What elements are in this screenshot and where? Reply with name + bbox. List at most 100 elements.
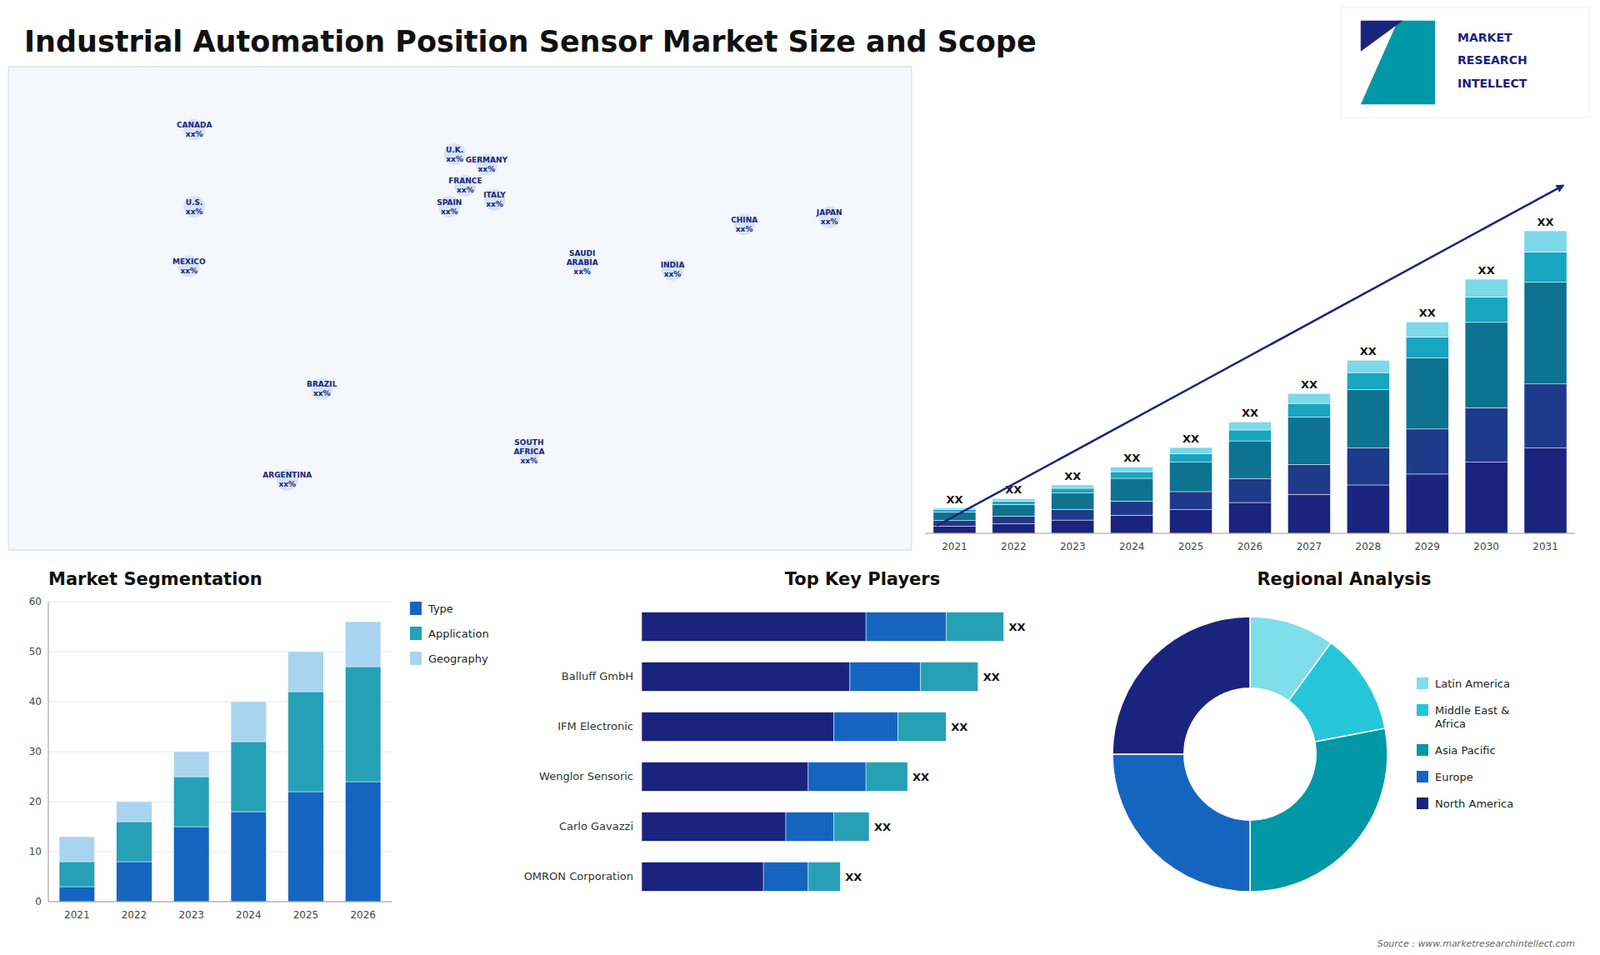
logo-text: MARKET — [1457, 30, 1513, 45]
logo-shape — [1360, 20, 1404, 52]
donut-slice — [1112, 616, 1250, 755]
grid-line — [48, 751, 392, 753]
bar-segment — [1346, 360, 1390, 373]
bar-segment — [173, 751, 210, 777]
bar-segment — [1524, 230, 1567, 253]
bar-segment — [1465, 322, 1508, 408]
legend-label: Asia Pacific — [1435, 744, 1496, 757]
bar-segment — [59, 861, 95, 887]
x-tick-label: 2027 — [1296, 540, 1323, 553]
x-tick-label: 2021 — [64, 909, 90, 921]
map-label: ITALYxx% — [483, 190, 506, 209]
bar-segment — [1287, 403, 1330, 417]
bar-segment — [1287, 494, 1330, 534]
bar-segment — [345, 781, 381, 902]
y-tick-label: 60 — [29, 595, 42, 608]
bar-chart: 2021202220232024202520262027202820292030… — [925, 185, 1575, 553]
grid-line — [48, 601, 392, 603]
bar-segment — [1287, 417, 1330, 465]
bar-segment — [1524, 252, 1567, 283]
bar-segment — [1051, 493, 1095, 510]
bar-segment — [1287, 393, 1330, 404]
legend-swatch — [1416, 797, 1429, 810]
bar-segment — [992, 516, 1035, 525]
bar-segment — [1405, 474, 1449, 534]
bar-segment — [1405, 358, 1449, 430]
bar-segment — [345, 621, 381, 667]
bar-segment — [288, 691, 325, 792]
bar-label: XX — [983, 670, 1000, 684]
map-label: CANADAxx% — [176, 120, 213, 139]
bar-segment — [1465, 279, 1508, 298]
y-tick-label: 30 — [29, 745, 42, 758]
stack-label: XX — [1123, 451, 1140, 465]
donut-slice — [1289, 643, 1386, 743]
bar-segment — [173, 826, 210, 902]
grid-line — [48, 851, 392, 853]
bar-segment — [288, 651, 325, 692]
stack-label: XX — [1300, 378, 1318, 391]
grid-line — [48, 651, 392, 653]
map-label: BRAZILxx% — [306, 380, 338, 398]
bar-segment — [992, 500, 1035, 505]
legend-swatch — [410, 601, 422, 615]
legend-swatch — [1416, 677, 1429, 690]
bar-label: XX — [1008, 620, 1025, 634]
bar-segment — [834, 812, 870, 842]
bar-segment — [1110, 471, 1154, 479]
map-label: MEXICOxx% — [172, 257, 206, 275]
bar-segment — [808, 762, 866, 792]
bar-segment — [1228, 479, 1271, 503]
legend-swatch — [1416, 770, 1429, 783]
bar-segment — [920, 662, 978, 692]
bar-segment — [1405, 429, 1449, 475]
legend-label: Latin America — [1435, 677, 1510, 690]
x-tick-label: 2024 — [235, 909, 262, 921]
bar-segment — [1051, 485, 1095, 489]
map-points — [178, 119, 840, 491]
map-label: ARGENTINAxx% — [262, 470, 312, 489]
logo-text: INTELLECT — [1457, 76, 1528, 90]
map-label: FRANCExx% — [448, 176, 482, 195]
bar-segment — [641, 612, 866, 642]
donut-chart: Latin AmericaMiddle East &AfricaAsia Pac… — [1112, 616, 1514, 892]
bar-segment — [345, 666, 381, 782]
chart-title: Top Key Players — [785, 569, 940, 590]
grid-line — [48, 801, 392, 803]
map: CANADAxx% U.S.xx% MEXICOxx% BRAZILxx% ARGENT… — [8, 66, 912, 550]
bar-segment — [59, 886, 95, 902]
bar-segment — [116, 821, 153, 862]
bar-segment — [1346, 448, 1390, 485]
bar-segment — [1228, 421, 1271, 430]
x-tick-label: 2023 — [178, 909, 205, 921]
map-point — [444, 143, 466, 165]
y-tick-label: 50 — [29, 645, 42, 658]
map-label: JAPANxx% — [815, 208, 843, 226]
x-axis — [925, 533, 1575, 535]
legend-swatch — [1416, 744, 1429, 756]
bar-segment — [1110, 478, 1154, 501]
legend-label: Geography — [428, 652, 489, 665]
donut-slice — [1250, 728, 1388, 892]
x-tick-label: 2026 — [350, 909, 376, 921]
bar-segment — [1228, 502, 1271, 534]
bar-label: XX — [845, 870, 862, 884]
stack-label: XX — [1241, 406, 1259, 420]
legend-label: Type — [427, 602, 454, 615]
legend-swatch — [410, 626, 422, 640]
map-label: SOUTHAFRICAxx% — [513, 438, 545, 465]
y-tick-label: IFM Electronic — [557, 720, 634, 733]
map-label: U.S.xx% — [185, 198, 204, 216]
bar-segment — [850, 662, 921, 692]
bar-segment — [1228, 440, 1271, 480]
x-tick-label: 2031 — [1532, 540, 1559, 553]
bar-segment — [898, 712, 947, 742]
bar-segment — [59, 836, 95, 862]
bar-segment — [1170, 447, 1213, 454]
bar-segment — [945, 612, 1004, 642]
bar-segment — [641, 762, 809, 792]
bar-segment — [1170, 510, 1213, 534]
stack-label: XX — [1478, 264, 1495, 277]
legend-swatch — [410, 651, 422, 665]
logo: MARKETRESEARCHINTELLECT — [1340, 7, 1590, 118]
